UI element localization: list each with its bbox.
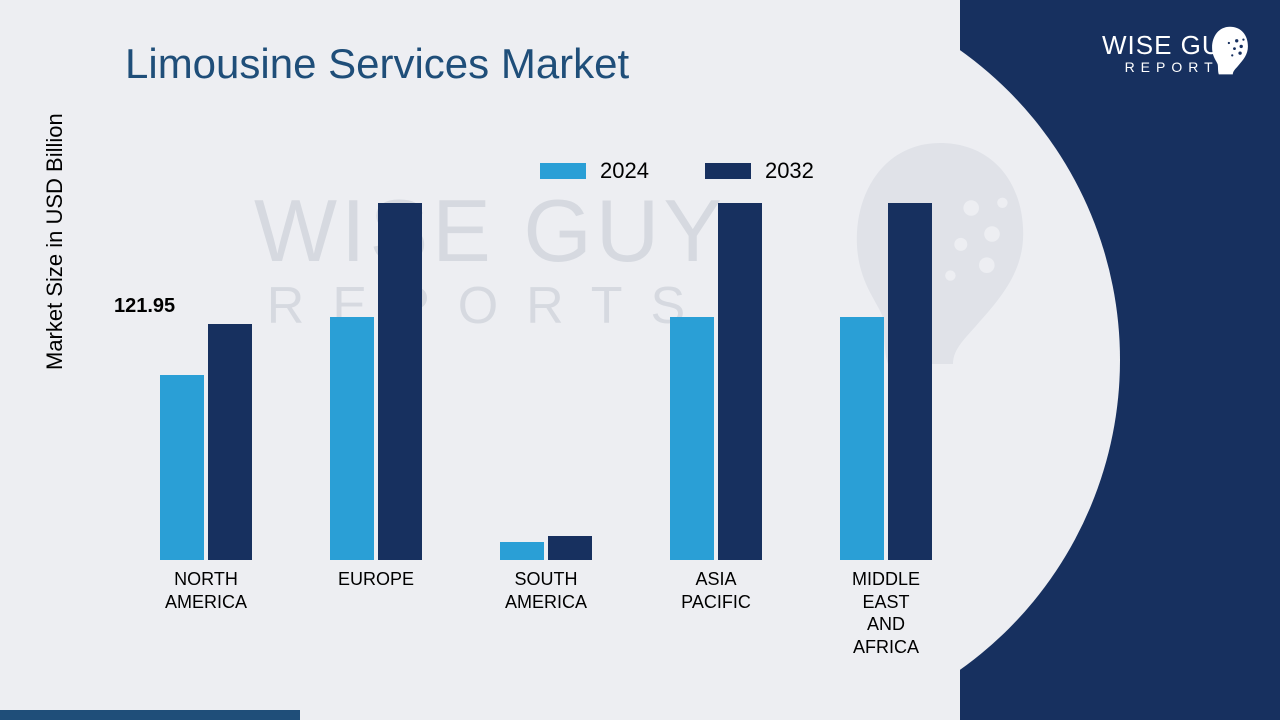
category-label: MIDDLEEASTANDAFRICA — [806, 568, 966, 658]
category-label: SOUTHAMERICA — [466, 568, 626, 613]
chart-plot-area: NORTHAMERICA EUROPE SOUTHAMERICA ASIAPACIFI… — [100, 180, 960, 560]
bar-group: MIDDLEEASTANDAFRICA — [840, 203, 932, 560]
y-axis-label: Market Size in USD Billion — [42, 113, 68, 370]
legend-swatch-2024 — [540, 163, 586, 179]
bar — [330, 317, 374, 560]
brand-logo: WISE GUY REPORTS — [1102, 30, 1240, 75]
bar — [160, 375, 204, 560]
bar — [378, 203, 422, 560]
bar — [548, 536, 592, 560]
bar — [840, 317, 884, 560]
bar — [670, 317, 714, 560]
bar — [208, 324, 252, 560]
main-panel: Limousine Services Market Market Size in… — [0, 0, 960, 720]
data-label-121-95: 121.95 — [114, 295, 175, 318]
legend-swatch-2032 — [705, 163, 751, 179]
bar-group: SOUTHAMERICA — [500, 536, 592, 560]
bar-group: ASIAPACIFIC — [670, 203, 762, 560]
bar — [500, 542, 544, 560]
bar-group: NORTHAMERICA — [160, 324, 252, 560]
chart-canvas: WISE GUY REPORTS Limousine Services Mark… — [0, 0, 1280, 720]
category-label: NORTHAMERICA — [126, 568, 286, 613]
category-label: ASIAPACIFIC — [636, 568, 796, 613]
bar — [888, 203, 932, 560]
footer-accent-bar — [0, 710, 300, 720]
chart-title: Limousine Services Market — [125, 40, 629, 88]
brand-head-icon — [1202, 24, 1258, 80]
bar — [718, 203, 762, 560]
category-label: EUROPE — [296, 568, 456, 591]
bar-group: EUROPE — [330, 203, 422, 560]
